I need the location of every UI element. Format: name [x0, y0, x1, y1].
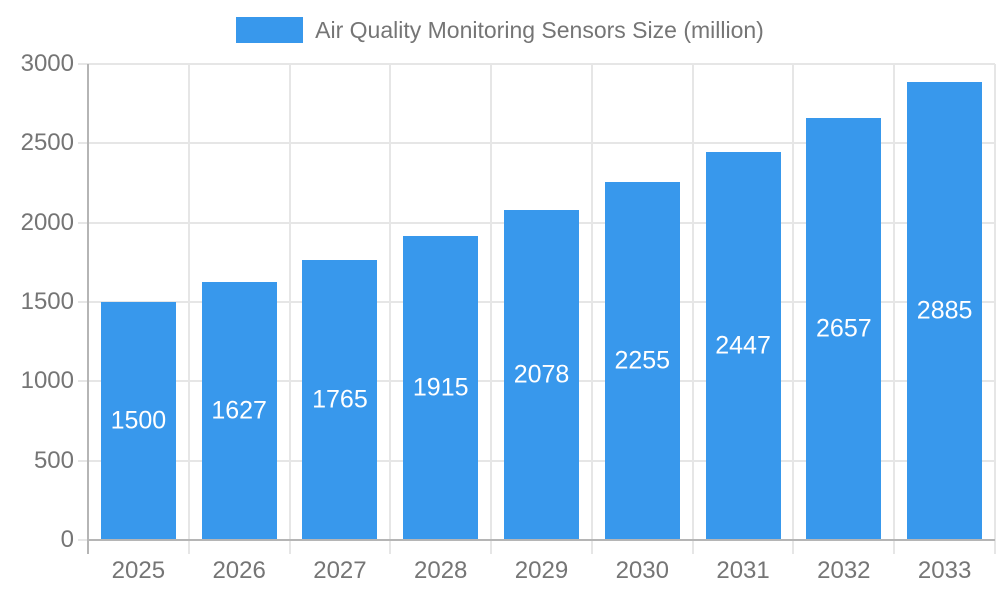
x-axis-tick [187, 540, 190, 554]
y-axis-label: 2000 [20, 208, 74, 236]
y-gridline [88, 63, 995, 65]
x-axis-label: 2025 [111, 557, 166, 584]
y-gridline [88, 142, 995, 145]
y-axis-line [87, 64, 89, 554]
x-axis-label: 2031 [716, 557, 770, 584]
bar[interactable] [604, 182, 680, 540]
y-axis-tick [78, 221, 88, 224]
x-axis-tick [389, 540, 392, 554]
x-gridline [792, 64, 795, 540]
x-gridline [994, 64, 996, 540]
bar-value-label: 1627 [211, 396, 267, 425]
chart-legend[interactable]: Air Quality Monitoring Sensors Size (mil… [0, 16, 1000, 44]
x-axis-tick [792, 540, 795, 554]
y-axis-tick [78, 459, 88, 462]
bar-value-label: 1765 [312, 385, 368, 414]
bar[interactable] [302, 259, 378, 540]
y-axis-tick [78, 380, 88, 383]
y-axis-label: 2500 [20, 129, 74, 157]
y-axis-tick [78, 142, 88, 145]
x-axis-tick [994, 540, 996, 554]
bar-value-label: 2255 [614, 346, 671, 375]
y-axis-label: 0 [60, 526, 74, 553]
bar[interactable] [806, 118, 882, 540]
x-axis-label: 2030 [615, 557, 669, 584]
x-gridline [590, 64, 593, 540]
bar[interactable] [403, 236, 479, 540]
x-axis-label: 2027 [313, 557, 367, 584]
x-axis-tick [590, 540, 593, 554]
y-axis-tick [78, 539, 88, 541]
y-axis-label: 1000 [20, 367, 74, 395]
y-axis-tick [78, 63, 88, 65]
bar[interactable] [705, 151, 781, 540]
y-axis-label: 3000 [20, 50, 74, 77]
bar[interactable] [201, 281, 277, 540]
bar[interactable] [100, 302, 176, 540]
y-axis-label: 500 [33, 446, 74, 474]
x-axis-label: 2033 [917, 557, 972, 584]
bar[interactable] [504, 210, 579, 540]
x-gridline [288, 64, 291, 540]
bar[interactable] [907, 82, 983, 540]
bar-value-label: 2078 [513, 360, 570, 389]
bar-value-label: 2657 [816, 314, 872, 343]
x-gridline [691, 64, 694, 540]
bar-value-label: 2447 [715, 331, 771, 360]
x-gridline [389, 64, 392, 540]
y-axis-label: 1500 [20, 288, 74, 315]
x-axis-tick [288, 540, 291, 554]
x-axis-label: 2028 [414, 557, 468, 584]
x-axis-tick [691, 540, 694, 554]
legend-swatch-icon [236, 17, 304, 43]
bar-value-label: 2885 [916, 296, 973, 325]
x-axis-tick [893, 540, 896, 554]
x-gridline [893, 64, 896, 540]
x-axis-label: 2032 [817, 557, 871, 584]
x-axis-tick [490, 540, 493, 554]
bar-value-label: 1915 [412, 373, 469, 402]
x-axis-label: 2026 [212, 557, 266, 584]
x-axis-line [88, 539, 995, 541]
bar-value-label: 1500 [110, 406, 167, 435]
y-axis-tick [78, 301, 88, 303]
x-axis-label: 2029 [514, 557, 569, 584]
x-gridline [187, 64, 190, 540]
x-gridline [490, 64, 493, 540]
legend-label: Air Quality Monitoring Sensors Size (mil… [315, 16, 764, 43]
